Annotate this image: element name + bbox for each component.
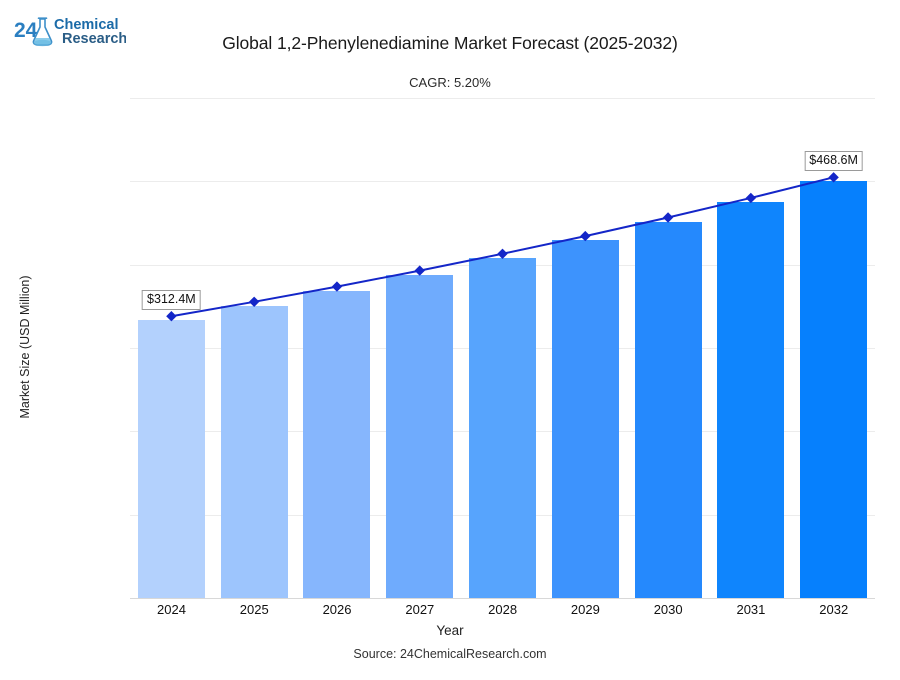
trend-marker-2031[interactable] xyxy=(745,192,757,204)
data-label-2032: $468.6M xyxy=(804,151,863,171)
gridline xyxy=(130,98,875,99)
x-axis-tick-label-2030: 2030 xyxy=(653,602,683,617)
bar-2032[interactable] xyxy=(800,181,868,598)
gridline xyxy=(130,181,875,183)
brand-name-line1: Chemical xyxy=(54,17,118,33)
trend-marker-2025[interactable] xyxy=(248,296,260,308)
x-axis-tick-label-2032: 2032 xyxy=(819,602,849,617)
svg-text:24: 24 xyxy=(14,19,38,42)
bar-2026[interactable] xyxy=(303,290,371,598)
trend-marker-2032[interactable] xyxy=(828,172,839,183)
trend-marker-2027[interactable] xyxy=(414,265,425,276)
x-axis-tick-label-2024: 2024 xyxy=(157,602,186,617)
y-axis-title: Market Size (USD Million) xyxy=(18,275,32,419)
bar-2030[interactable] xyxy=(634,221,702,598)
gridline xyxy=(130,598,875,599)
x-axis-tick-label-2026: 2026 xyxy=(322,602,352,617)
data-label-2024: $312.4M xyxy=(142,290,201,310)
x-axis-tick-label-2029: 2029 xyxy=(570,602,600,617)
trend-line-series xyxy=(166,172,839,322)
x-axis-tick-label-2028: 2028 xyxy=(488,602,518,617)
chart-title: Global 1,2-Phenylenediamine Market Forec… xyxy=(222,33,678,53)
trend-marker-2030[interactable] xyxy=(662,212,674,223)
bar-2024[interactable] xyxy=(137,320,205,598)
trend-line xyxy=(171,176,834,318)
x-axis-title: Year xyxy=(436,623,464,638)
chart-subtitle-cagr: CAGR: 5.20% xyxy=(409,75,491,90)
trend-marker-2028[interactable] xyxy=(497,248,508,259)
x-axis-tick-label-2027: 2027 xyxy=(405,602,435,617)
bar-2031[interactable] xyxy=(717,201,785,598)
bar-series xyxy=(130,98,875,598)
plot-area: $312.4M $468.6M xyxy=(130,98,875,599)
x-axis-tick-label-2031: 2031 xyxy=(736,602,766,617)
x-axis-tick-label-2025: 2025 xyxy=(239,602,269,617)
source-note: Source: 24ChemicalResearch.com xyxy=(353,647,547,661)
brand-name-line2: Research xyxy=(62,31,126,47)
bar-2029[interactable] xyxy=(551,240,619,598)
trend-marker-2029[interactable] xyxy=(580,230,591,242)
x-axis-tick-labels: 2024 2025 2026 2027 2028 2029 2030 2031 2032 xyxy=(130,602,875,626)
trend-marker-2026[interactable] xyxy=(331,281,343,292)
bar-2028[interactable] xyxy=(469,257,536,598)
bar-2027[interactable] xyxy=(386,274,454,598)
brand-logo[interactable]: 24 Chemical Research xyxy=(14,12,126,52)
trend-marker-2024[interactable] xyxy=(166,311,177,322)
bar-2025[interactable] xyxy=(220,305,288,598)
flask-icon: 24 Chemical Research xyxy=(14,17,126,47)
